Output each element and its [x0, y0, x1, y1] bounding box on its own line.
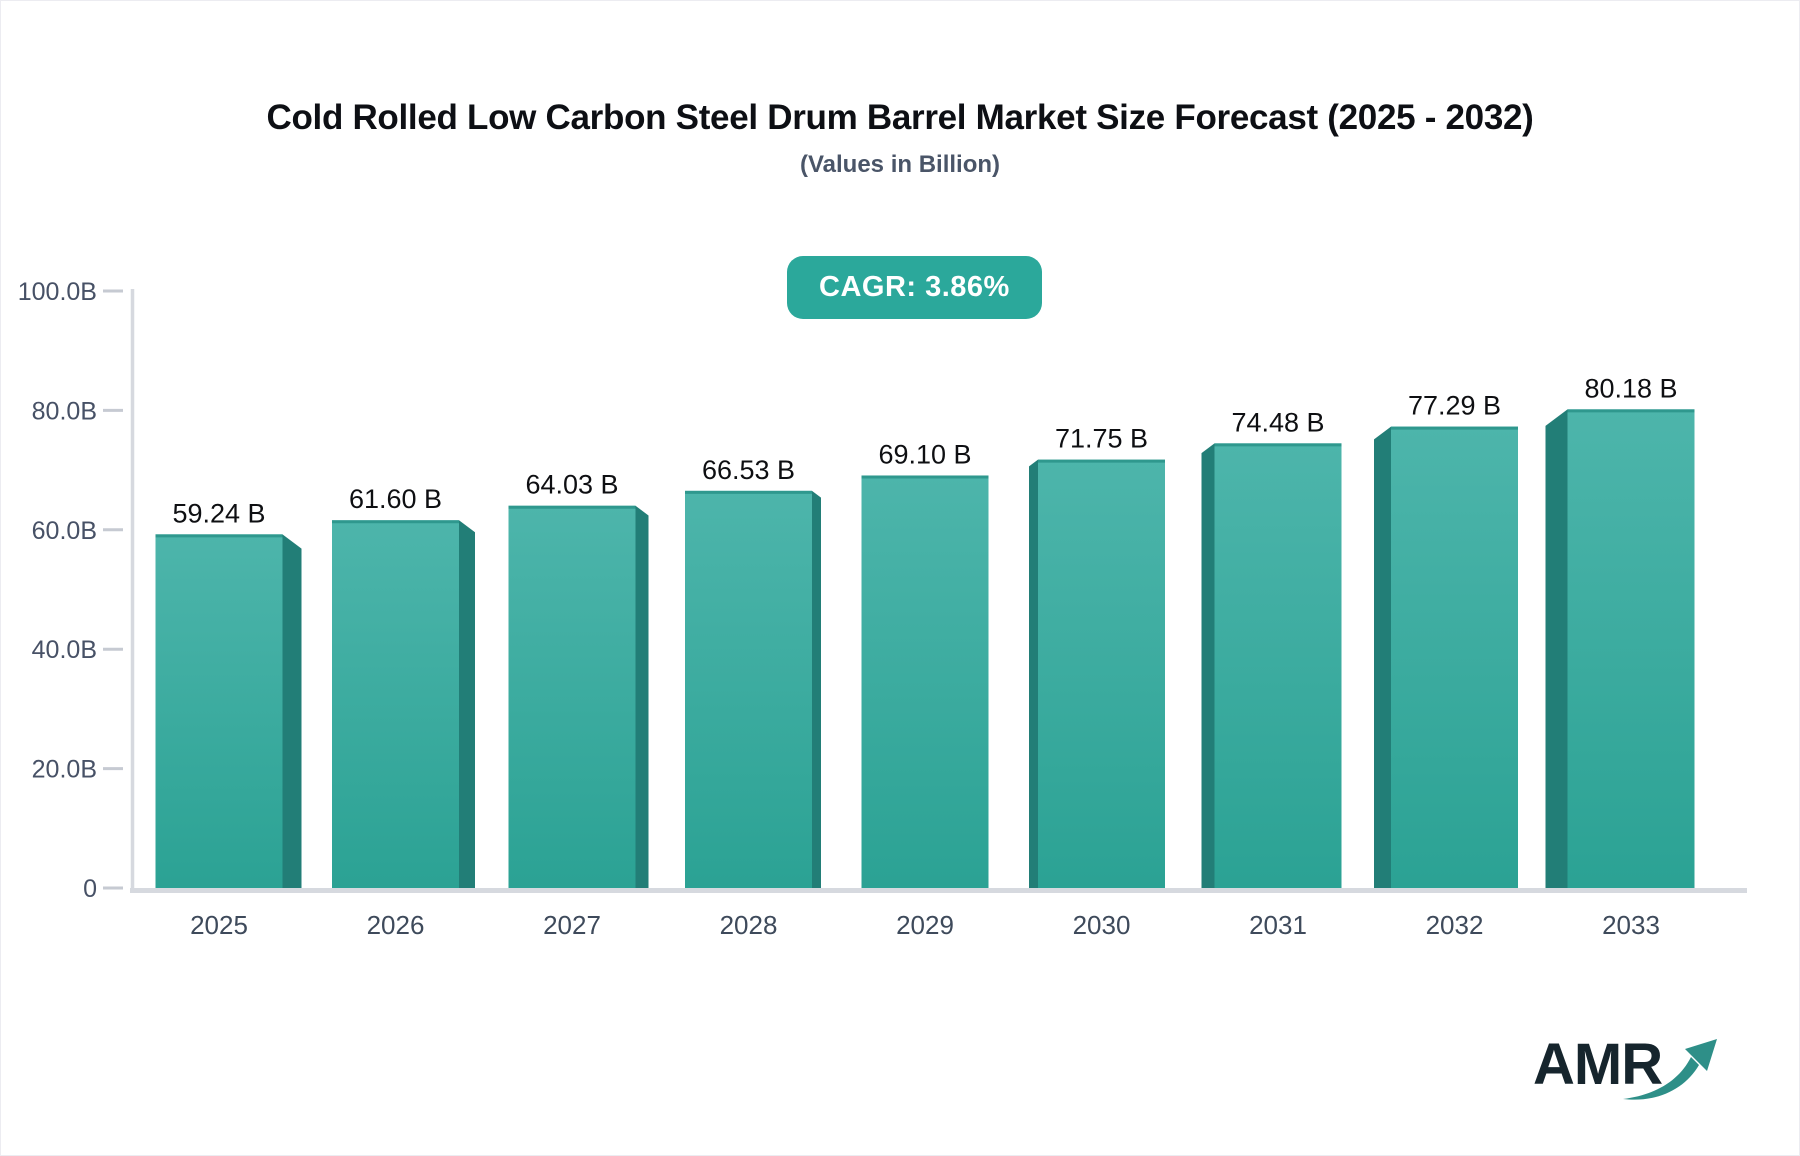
bar-value-label: 61.60 B	[349, 484, 442, 514]
bar-front-face	[1391, 426, 1518, 888]
bar-front-face	[861, 475, 989, 888]
bar-value-label: 80.18 B	[1584, 373, 1677, 403]
bar-2032	[1374, 426, 1518, 888]
amr-logo: AMR	[1533, 1031, 1733, 1111]
chart-title: Cold Rolled Low Carbon Steel Drum Barrel…	[266, 98, 1534, 137]
bar-front-face	[1038, 459, 1165, 888]
bar-front-face	[508, 505, 636, 888]
x-axis-year-label: 2028	[720, 910, 778, 940]
bar-value-label: 69.10 B	[878, 439, 971, 469]
x-axis-year-label: 2031	[1249, 910, 1307, 940]
amr-logo-text: AMR	[1533, 1032, 1663, 1097]
bar-value-label: 64.03 B	[525, 470, 618, 500]
bar-front-face	[155, 534, 283, 888]
bar-value-label: 74.48 B	[1231, 407, 1324, 437]
chart-subtitle: (Values in Billion)	[799, 151, 1001, 178]
bar-2030	[1029, 459, 1165, 888]
bar-side-face	[459, 520, 475, 888]
bar-2029	[861, 475, 989, 888]
y-tick-label: 100.0B	[18, 278, 97, 306]
bar-side-face	[1201, 443, 1215, 888]
y-tick-label: 40.0B	[32, 636, 97, 664]
bar-front-face	[1214, 443, 1342, 888]
bar-side-face	[812, 490, 821, 888]
bar-2025	[155, 534, 302, 888]
bar-value-label: 66.53 B	[702, 455, 795, 485]
x-axis-year-label: 2029	[896, 910, 954, 940]
bar-side-face	[1374, 426, 1391, 888]
x-axis-year-label: 2033	[1602, 910, 1660, 940]
bar-side-face	[1545, 409, 1568, 888]
bar-2026	[332, 520, 475, 888]
bar-front-face	[332, 520, 459, 888]
bar-value-label: 77.29 B	[1408, 391, 1501, 421]
bar-2031	[1201, 443, 1342, 888]
bar-front-face	[685, 490, 812, 888]
y-tick-label: 20.0B	[32, 756, 97, 784]
x-axis-year-label: 2030	[1073, 910, 1131, 940]
bar-2028	[685, 490, 821, 888]
amr-logo-arrow-icon	[1623, 1039, 1717, 1100]
bar-side-face	[282, 534, 302, 888]
y-tick-label: 60.0B	[32, 517, 97, 545]
bar-value-label: 71.75 B	[1055, 424, 1148, 454]
x-axis-year-label: 2025	[190, 910, 248, 940]
cagr-badge: CAGR: 3.86%	[787, 256, 1042, 319]
x-axis-year-label: 2027	[543, 910, 601, 940]
y-tick-label: 80.0B	[32, 397, 97, 425]
y-tick-label: 0	[83, 875, 97, 903]
x-axis-year-label: 2026	[367, 910, 425, 940]
bar-side-face	[635, 505, 649, 888]
bar-2033	[1545, 409, 1695, 888]
bar-value-label: 59.24 B	[172, 498, 265, 528]
bar-2027	[508, 505, 649, 888]
x-axis-year-label: 2032	[1426, 910, 1484, 940]
bar-side-face	[1029, 459, 1038, 888]
bar-front-face	[1567, 409, 1695, 888]
